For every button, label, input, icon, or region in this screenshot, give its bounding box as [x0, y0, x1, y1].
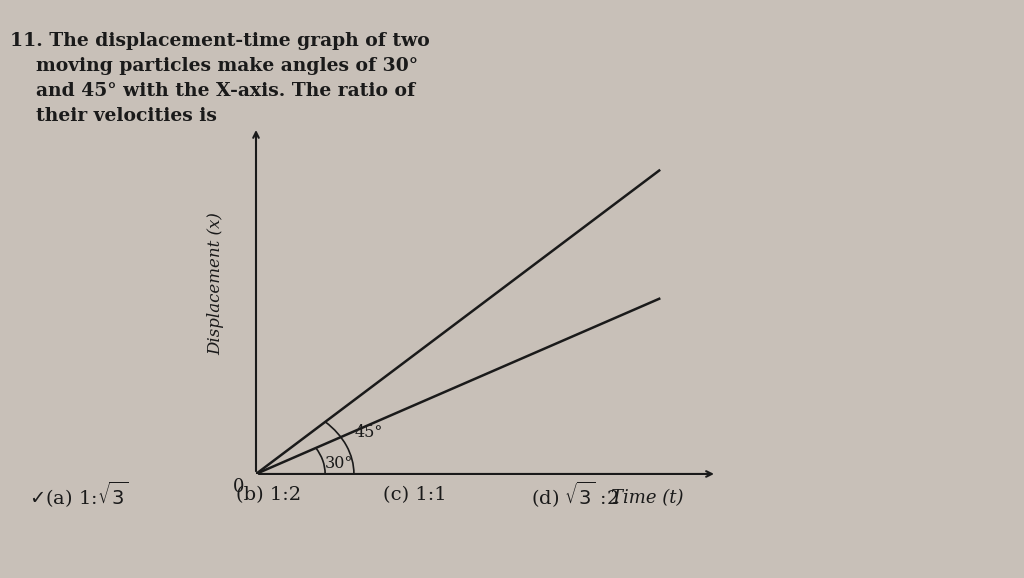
Text: 11. The displacement-time graph of two
    moving particles make angles of 30°
 : 11. The displacement-time graph of two m… — [10, 32, 430, 125]
Text: (c) 1:1: (c) 1:1 — [383, 486, 447, 505]
Text: Displacement (x): Displacement (x) — [207, 212, 224, 355]
Text: (d) $\sqrt{3}$ :2: (d) $\sqrt{3}$ :2 — [530, 480, 618, 510]
Text: 0: 0 — [233, 478, 245, 496]
Text: $\checkmark$(a) 1:$\sqrt{3}$: $\checkmark$(a) 1:$\sqrt{3}$ — [30, 480, 129, 510]
Text: Time (t): Time (t) — [611, 489, 684, 507]
Text: 45°: 45° — [354, 424, 383, 441]
Text: 30°: 30° — [325, 455, 353, 472]
Text: (b) 1:2: (b) 1:2 — [236, 486, 301, 505]
